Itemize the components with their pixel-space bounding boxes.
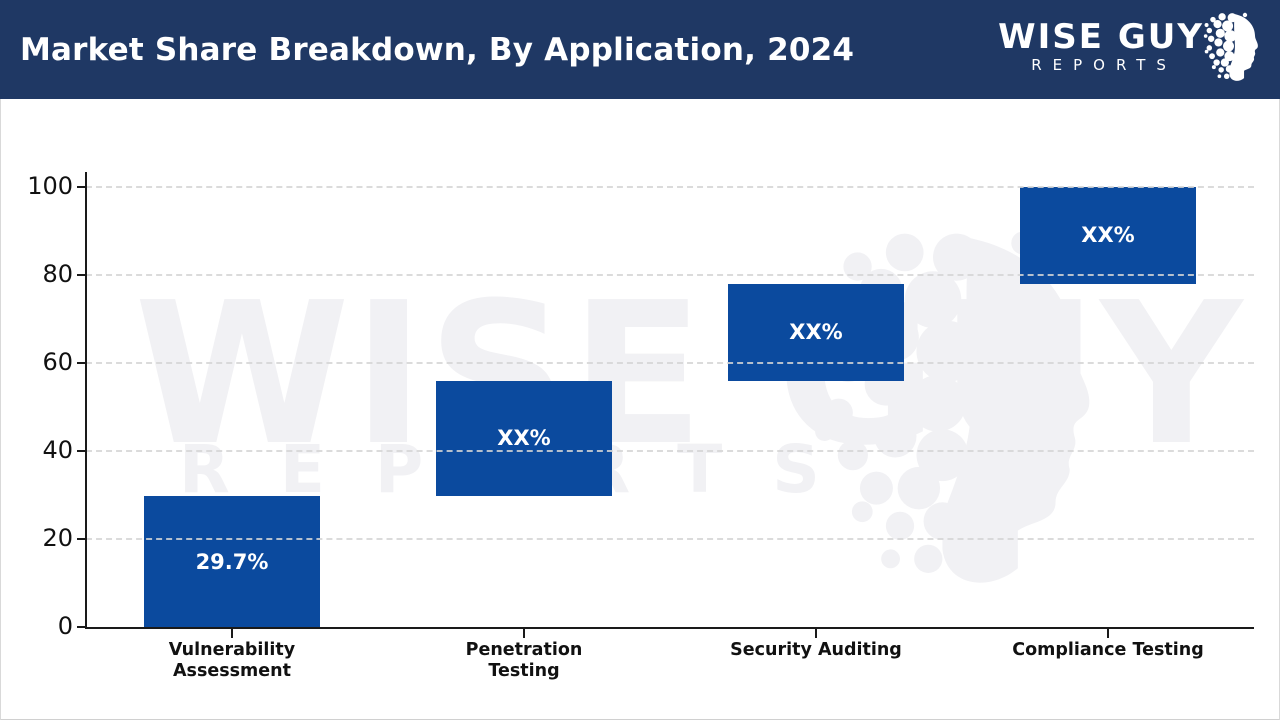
x-tick-mark: [231, 629, 233, 638]
y-tick-label: 0: [57, 612, 73, 640]
wiseguy-logo: WISE GUY REPORTS: [998, 8, 1266, 86]
page-title: Market Share Breakdown, By Application, …: [20, 31, 855, 68]
y-tick-mark: [77, 186, 86, 188]
watermark-wordmark: WISE GUY: [134, 261, 1245, 489]
bar-security-auditing: XX%: [728, 283, 904, 381]
bar-value-label: XX%: [497, 426, 551, 451]
x-category-label-line: Assessment: [172, 661, 291, 682]
x-category-label-line: Vulnerability: [168, 640, 296, 660]
bar-penetration-testing: XX%: [436, 380, 612, 497]
x-tick-mark: [815, 629, 817, 638]
y-tick-label: 40: [42, 436, 73, 464]
chart-card: WISE GUY REPORTS 02040608010029.7%Vulner…: [0, 99, 1280, 720]
gridline-40: [86, 450, 1254, 452]
x-axis-line: [85, 627, 1254, 629]
y-tick-mark: [77, 450, 86, 452]
gridline-100: [86, 186, 1254, 188]
header-band: Market Share Breakdown, By Application, …: [0, 0, 1280, 99]
gridline-20: [86, 538, 1254, 540]
x-tick-mark: [523, 629, 525, 638]
x-category-label: Compliance Testing: [958, 640, 1258, 661]
y-tick-mark: [77, 538, 86, 540]
y-tick-label: 80: [42, 260, 73, 288]
x-category-label-line: Compliance Testing: [1012, 640, 1204, 660]
bar-value-label: XX%: [789, 320, 843, 345]
y-tick-label: 100: [27, 172, 73, 200]
x-category-label-line: Penetration: [465, 640, 583, 660]
logo-wordmark-block: WISE GUY REPORTS: [998, 16, 1204, 75]
bar-compliance-testing: XX%: [1020, 187, 1196, 284]
x-category-label-line: Security Auditing: [730, 640, 902, 660]
x-category-label: Penetration Testing: [374, 640, 674, 683]
bar-value-label: XX%: [1081, 223, 1135, 248]
logo-wordmark: WISE GUY: [998, 16, 1204, 57]
logo-subtext: REPORTS: [1031, 56, 1177, 75]
x-category-label: Vulnerability Assessment: [82, 640, 382, 683]
y-tick-mark: [77, 626, 86, 628]
bar-value-label: 29.7%: [195, 549, 269, 574]
y-tick-label: 60: [42, 348, 73, 376]
gridline-80: [86, 274, 1254, 276]
wiseguy-head-icon: [1202, 8, 1266, 86]
y-tick-mark: [77, 362, 86, 364]
bar-vulnerability-assessment: 29.7%: [144, 496, 320, 627]
y-tick-label: 20: [42, 524, 73, 552]
x-category-label: Security Auditing: [666, 640, 966, 661]
x-tick-mark: [1107, 629, 1109, 638]
x-category-label-line: Testing: [488, 661, 560, 682]
gridline-60: [86, 362, 1254, 364]
y-tick-mark: [77, 274, 86, 276]
y-axis-line: [85, 172, 87, 629]
